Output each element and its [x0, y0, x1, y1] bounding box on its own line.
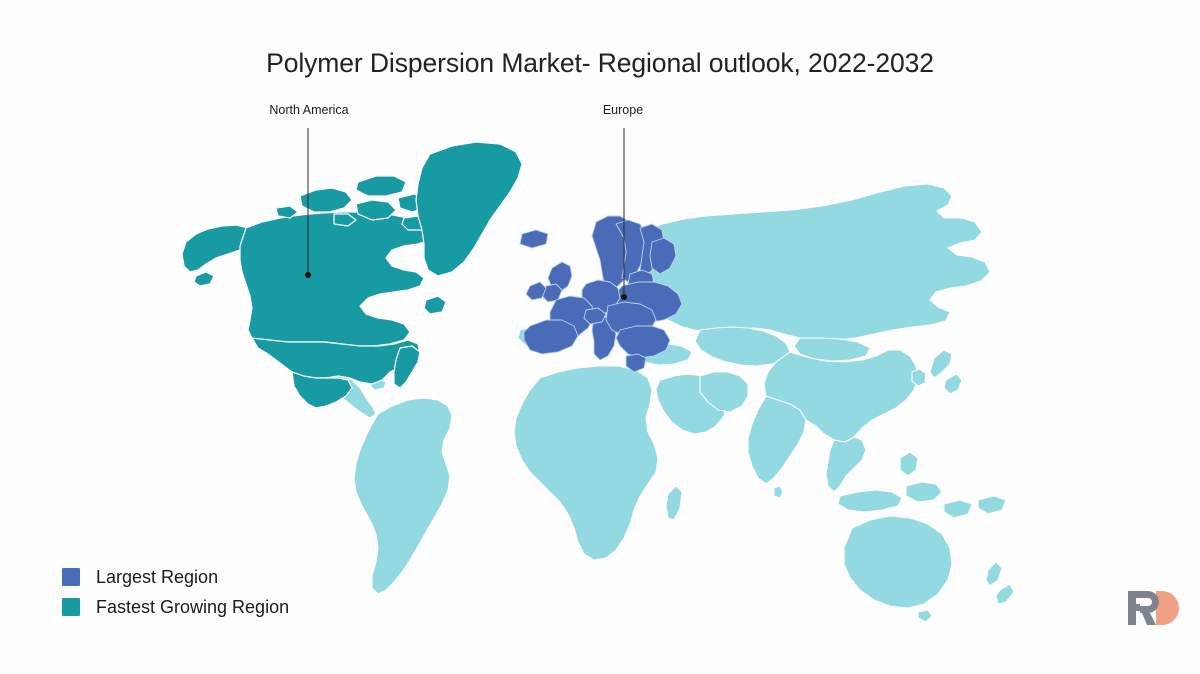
legend: Largest Region Fastest Growing Region [62, 562, 289, 622]
page-title: Polymer Dispersion Market- Regional outl… [266, 48, 934, 78]
callout-dot-north-america [305, 272, 311, 278]
legend-item-fastest-growing-region[interactable]: Fastest Growing Region [62, 592, 289, 622]
map-region-north-america[interactable] [181, 141, 523, 409]
legend-label-largest-region: Largest Region [96, 567, 219, 587]
brand-logo-mark-icon [1128, 591, 1179, 625]
callout-line-north-america [307, 128, 309, 275]
legend-swatch-largest-region [62, 568, 80, 586]
map-region-europe[interactable] [519, 215, 683, 373]
brand-logo [1122, 588, 1186, 628]
legend-label-fastest-growing-region: Fastest Growing Region [96, 597, 290, 617]
legend-item-largest-region[interactable]: Largest Region [62, 562, 289, 592]
callout-dot-europe [621, 294, 627, 300]
callout-label-europe: Europe [602, 103, 644, 117]
legend-swatch-fastest-growing-region [62, 598, 80, 616]
callout-line-europe [623, 128, 625, 297]
map-region-other [317, 183, 1015, 623]
callout-label-north-america: North America [269, 103, 349, 117]
